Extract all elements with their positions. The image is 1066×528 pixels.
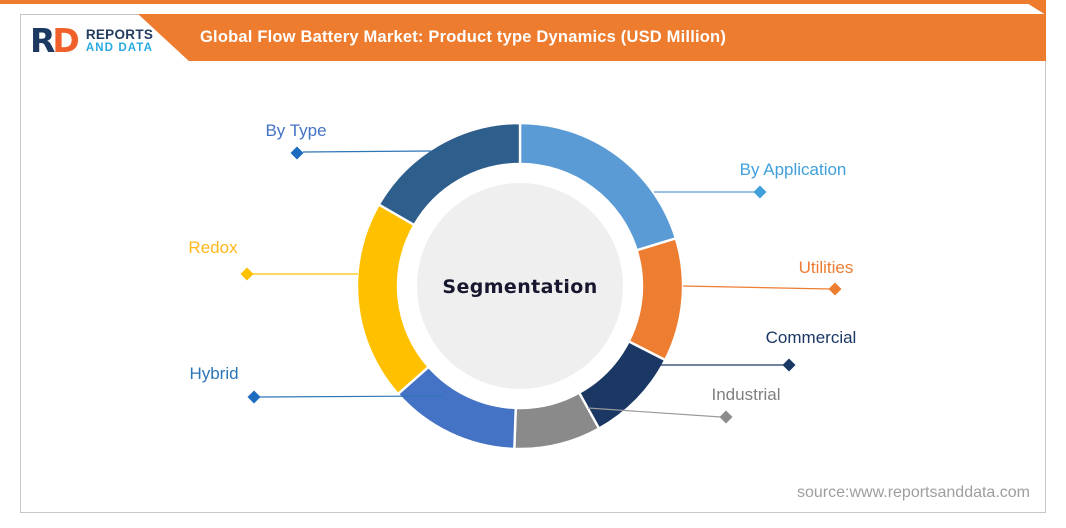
donut-segment-by-type[interactable] bbox=[377, 121, 522, 227]
donut-hub bbox=[417, 183, 623, 389]
logo-text-and-data: AND DATA bbox=[85, 41, 153, 54]
diamond-marker-by-type bbox=[290, 146, 304, 160]
logo-letter-d: D bbox=[52, 21, 79, 60]
label-commercial: Commercial bbox=[765, 328, 857, 347]
label-utilities: Utilities bbox=[798, 258, 854, 277]
label-by-application: By Application bbox=[739, 160, 847, 179]
diamond-marker-utilities bbox=[828, 282, 842, 296]
logo-text-reports: REPORTS bbox=[85, 26, 154, 42]
donut-center-label: Segmentation bbox=[442, 276, 598, 298]
label-hybrid: Hybrid bbox=[189, 364, 239, 383]
leader-line-hybrid bbox=[258, 395, 444, 398]
diamond-marker-commercial bbox=[782, 358, 796, 372]
leader-line-industrial bbox=[587, 407, 722, 418]
leader-line-by-type bbox=[302, 150, 432, 153]
label-by-type: By Type bbox=[265, 121, 327, 140]
logo-letter-r: R bbox=[30, 21, 55, 60]
label-industrial: Industrial bbox=[711, 385, 781, 404]
reports-and-data-logo: RD REPORTS AND DATA bbox=[30, 24, 154, 57]
donut-segment-utilities[interactable] bbox=[627, 236, 685, 362]
logo-rd-mark-icon: RD bbox=[30, 24, 80, 57]
diamond-marker-hybrid bbox=[247, 390, 261, 404]
logo-wordmark: REPORTS AND DATA bbox=[82, 26, 154, 54]
title-banner: Global Flow Battery Market: Product type… bbox=[138, 14, 1046, 61]
page-title: Global Flow Battery Market: Product type… bbox=[200, 28, 727, 46]
label-redox: Redox bbox=[188, 238, 238, 257]
leader-line-utilities bbox=[682, 285, 831, 290]
diamond-marker-redox bbox=[240, 267, 254, 281]
source-attribution: source:www.reportsanddata.com bbox=[797, 484, 1030, 501]
diamond-marker-industrial bbox=[719, 410, 733, 424]
banner-top-strip bbox=[0, 0, 1046, 4]
diamond-marker-by-application bbox=[753, 185, 767, 199]
